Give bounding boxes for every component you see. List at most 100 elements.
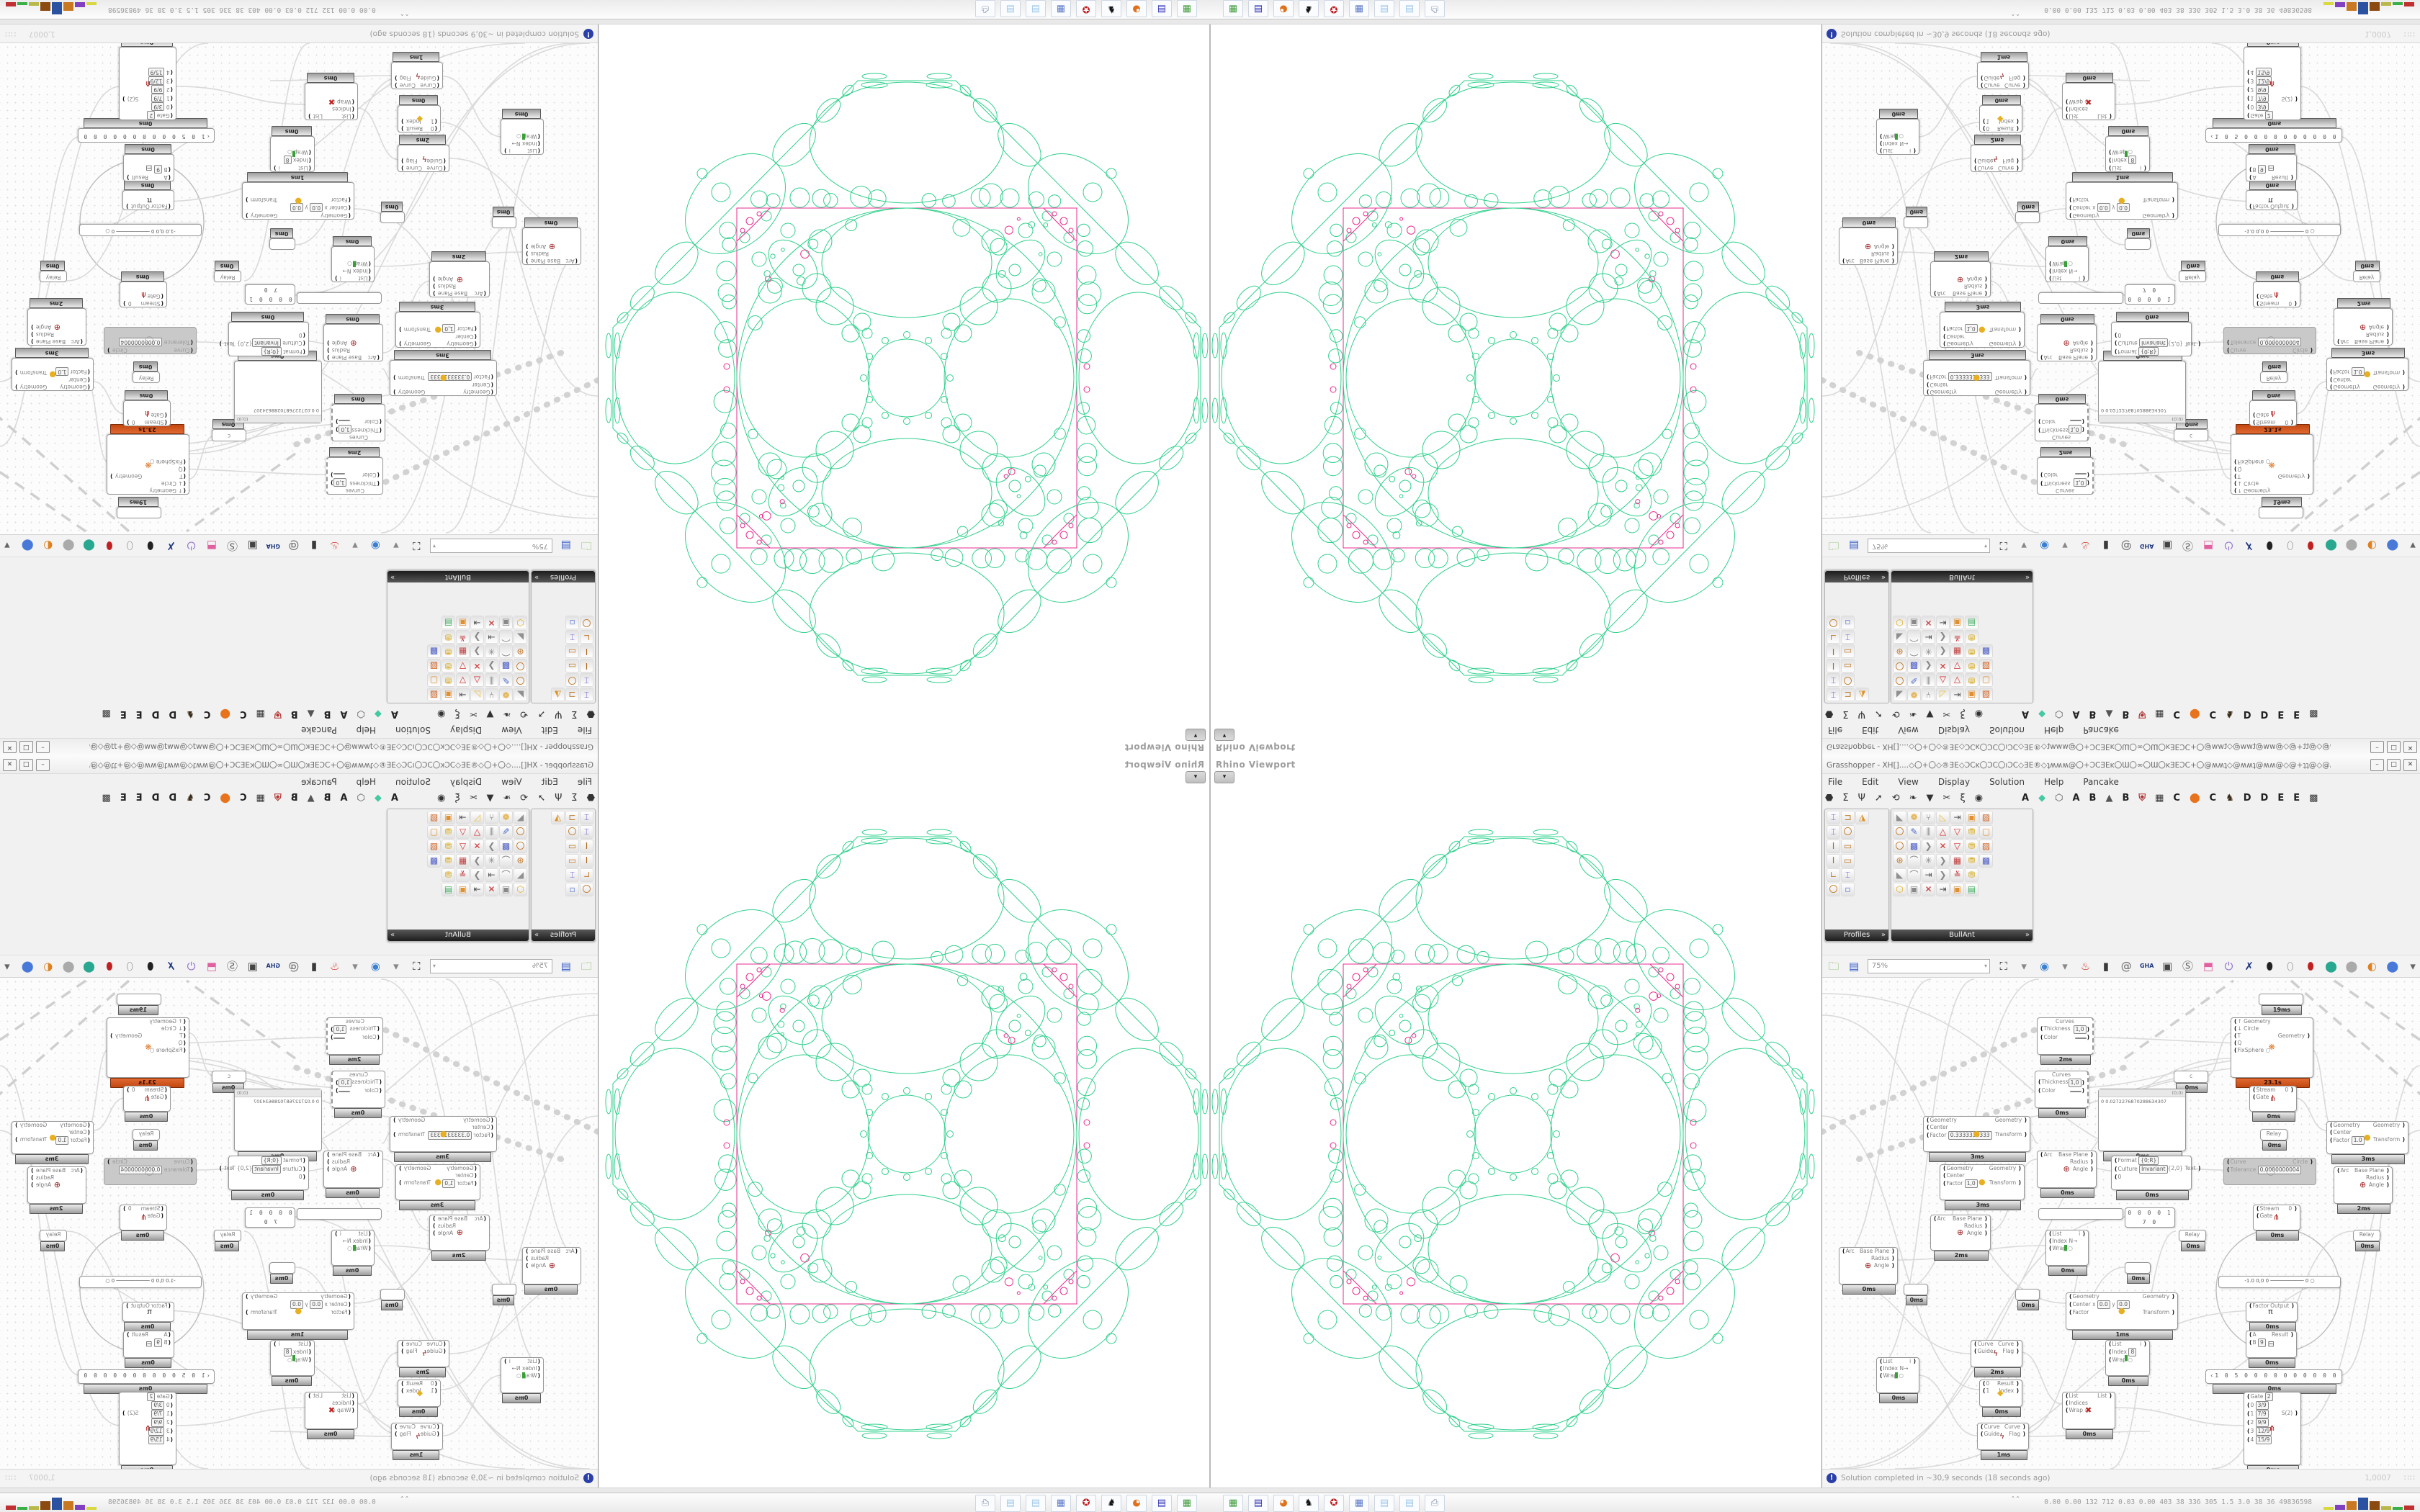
component-icon[interactable]: ⛃ (1966, 674, 1978, 686)
gh-node[interactable]: CurvesThickness 1,0Color 0ms (331, 394, 385, 441)
gh-node[interactable]: 0ms (269, 1262, 295, 1284)
gh-node[interactable]: 0ms (269, 228, 295, 250)
viewport-tab-label[interactable]: Rhino Viewport (1124, 742, 1204, 752)
component-icon[interactable]: Ⅰ (1827, 660, 1839, 672)
gh-node[interactable]: ↑ Geometry ↓ Circle T Geometry Q FixSphe… (2231, 1017, 2313, 1088)
component-icon[interactable]: ⊐ (1842, 688, 1854, 701)
red-emblem-icon[interactable]: ✪ (1076, 0, 1096, 17)
gem-orange-icon[interactable]: ◐ (43, 960, 53, 973)
plugin-tab[interactable]: ⬤ (220, 708, 231, 720)
package-icon[interactable]: ⬒ (206, 960, 218, 973)
gh-node[interactable]: Geometry Geometry Center Factor 1.0Trans… (12, 1121, 94, 1164)
component-icon[interactable]: ◮ (1856, 688, 1868, 701)
calculator-icon[interactable]: ▦ (1349, 1495, 1369, 1512)
component-icon[interactable]: ⛃ (442, 674, 454, 686)
gh-node[interactable]: CurvesThickness 1,0Color 0ms (2035, 1071, 2089, 1118)
plugin-tab[interactable]: ♞ (186, 792, 194, 804)
cluster-icon[interactable]: ▮ (311, 960, 318, 973)
gh-node[interactable] (2038, 1208, 2123, 1220)
component-icon[interactable]: ▭ (1842, 645, 1854, 657)
component-icon[interactable]: Ⅰ (1827, 840, 1839, 852)
component-icon[interactable] (552, 840, 564, 852)
cluster-icon[interactable]: ▮ (2102, 539, 2109, 552)
maximize-button[interactable]: □ (2387, 759, 2401, 771)
cluster-icon[interactable]: ▮ (2102, 960, 2109, 973)
gh-node[interactable]: Geometry Geometry Center Factor 1.0Trans… (12, 348, 94, 391)
component-icon[interactable]: ⛃ (442, 840, 454, 852)
rhino-viewport[interactable]: Rhino Viewport ▾ (598, 756, 1210, 1488)
plugin-tab[interactable]: C (2173, 708, 2180, 720)
gh-node[interactable]: Relay 0ms (133, 1129, 160, 1151)
gh-canvas[interactable]: CurvesThickness 1,0Color 2ms CurvesThickn… (0, 978, 598, 1469)
plugin-tab[interactable]: E (135, 708, 143, 720)
gh-node[interactable]: c 0ms (212, 1071, 246, 1093)
menu-help[interactable]: Help (2043, 725, 2064, 735)
bulb-icon[interactable]: ⏻ (187, 960, 196, 973)
plugin-tab[interactable]: ◆ (374, 792, 382, 804)
gh-node[interactable]: Arc Base Plane Radius Angle ⊕0ms (522, 217, 581, 265)
gh-node[interactable]: Geometry Geometry Center Factor 1,0Trans… (395, 1164, 480, 1210)
plugin-tab[interactable]: C (240, 792, 247, 804)
gh-node[interactable]: (0;0)0 0.02722768702886343070ms (2098, 1089, 2186, 1161)
gem-teal-icon[interactable]: ⬤ (2325, 960, 2337, 973)
component-icon[interactable]: ▨ (428, 660, 440, 672)
red-emblem-icon[interactable]: ✪ (1324, 1495, 1344, 1512)
plugin-tab[interactable]: E (120, 792, 127, 804)
notepad-icon[interactable]: ▤ (1374, 0, 1394, 17)
component-icon[interactable]: ▽ (457, 674, 469, 686)
rhino-viewport[interactable]: Rhino Viewport ▾ (598, 24, 1210, 756)
gh-node[interactable] (297, 1208, 382, 1220)
gh-node[interactable]: 0 Result 1 Index ◆0ms (1979, 95, 2022, 132)
internalise-icon[interactable]: @ (2120, 539, 2132, 552)
component-icon[interactable] (1856, 855, 1868, 867)
gh-node[interactable]: Arc Base Plane Radius Angle ⊕2ms (27, 298, 86, 346)
component-icon[interactable]: ◣ (1894, 688, 1906, 701)
capture-tool-icon[interactable]: ▦ (1177, 1495, 1197, 1512)
minimize-button[interactable]: – (36, 759, 50, 771)
component-icon[interactable]: ▽ (1951, 840, 1963, 852)
component-icon[interactable]: ✳ (485, 645, 498, 657)
component-icon[interactable]: ⌶ (566, 869, 578, 881)
category-tab-icon[interactable]: ➚ (1874, 708, 1883, 720)
gh-node[interactable]: Arc Base Plane Radius Angle ⊕0ms (1839, 217, 1898, 265)
category-tab-icon[interactable]: ▼ (486, 792, 494, 804)
component-icon[interactable]: ⊐ (1842, 811, 1854, 824)
menu-view[interactable]: View (501, 777, 522, 787)
component-icon[interactable]: ❁ (500, 688, 512, 701)
close-button[interactable]: ✕ (2403, 741, 2417, 753)
gh-node[interactable]: ‹1 0 5 0 0 0 0 0 0 0 0 0 0 0ms (2205, 1369, 2342, 1394)
plugin-tab[interactable]: C (203, 708, 211, 720)
component-icon[interactable]: ▣ (500, 883, 512, 896)
open-file-icon[interactable]: 🗀 (1828, 539, 1839, 552)
component-icon[interactable]: ⇥ (1922, 869, 1935, 881)
calculator-icon[interactable]: ▦ (1051, 1495, 1071, 1512)
plugin-tab[interactable]: ▩ (102, 708, 111, 720)
component-icon[interactable]: ⛃ (1966, 645, 1978, 657)
component-icon[interactable] (552, 869, 564, 881)
component-icon[interactable]: ⌶ (1842, 631, 1854, 643)
gem-teal-icon[interactable]: ⬤ (83, 539, 95, 552)
component-icon[interactable] (1980, 631, 1992, 643)
category-tab-icon[interactable]: ξ (454, 708, 460, 720)
gha-export-icon[interactable]: GHA (266, 963, 281, 969)
plugin-tab[interactable]: ▲ (2105, 792, 2113, 804)
component-icon[interactable]: ◣ (514, 631, 526, 643)
component-icon[interactable]: ▤ (442, 883, 454, 896)
plugin-tab[interactable]: ⛨ (2138, 708, 2146, 720)
component-icon[interactable]: ▨ (1980, 840, 1992, 852)
component-icon[interactable]: ▣ (1951, 616, 1963, 629)
package-icon[interactable]: ⬒ (206, 539, 218, 552)
component-icon[interactable]: ❯ (1937, 645, 1949, 657)
component-icon[interactable]: ▣ (457, 883, 469, 896)
category-tab-icon[interactable]: ⬣ (1825, 792, 1834, 804)
gh-node[interactable]: Relay 0ms (2260, 1129, 2287, 1151)
gh-node[interactable]: 0ms (1904, 1284, 1928, 1305)
gh-node[interactable]: A Result B 9⊟0ms (2246, 144, 2297, 181)
component-icon[interactable]: ◣ (1894, 631, 1906, 643)
component-icon[interactable]: ⛃ (442, 869, 454, 881)
component-icon[interactable]: ⑂ (485, 688, 498, 701)
gh-node[interactable]: 0ms (2015, 202, 2040, 223)
gh-node[interactable]: Arc Base Plane Radius Angle ⊕2ms (429, 1215, 490, 1261)
